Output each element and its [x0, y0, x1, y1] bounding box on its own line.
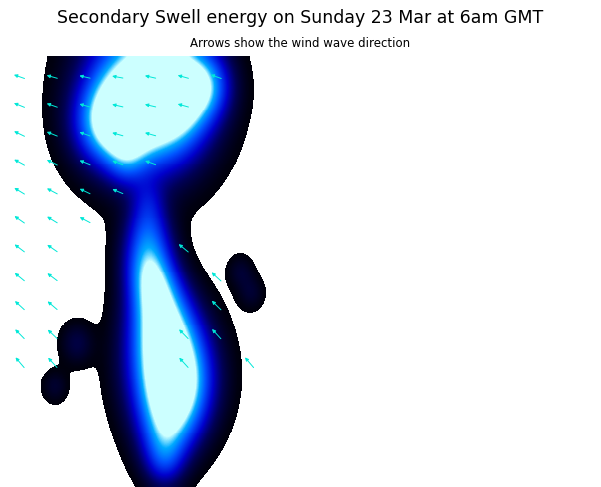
Text: Secondary Swell energy on Sunday 23 Mar at 6am GMT: Secondary Swell energy on Sunday 23 Mar … [57, 9, 544, 27]
Text: Arrows show the wind wave direction: Arrows show the wind wave direction [191, 37, 410, 50]
